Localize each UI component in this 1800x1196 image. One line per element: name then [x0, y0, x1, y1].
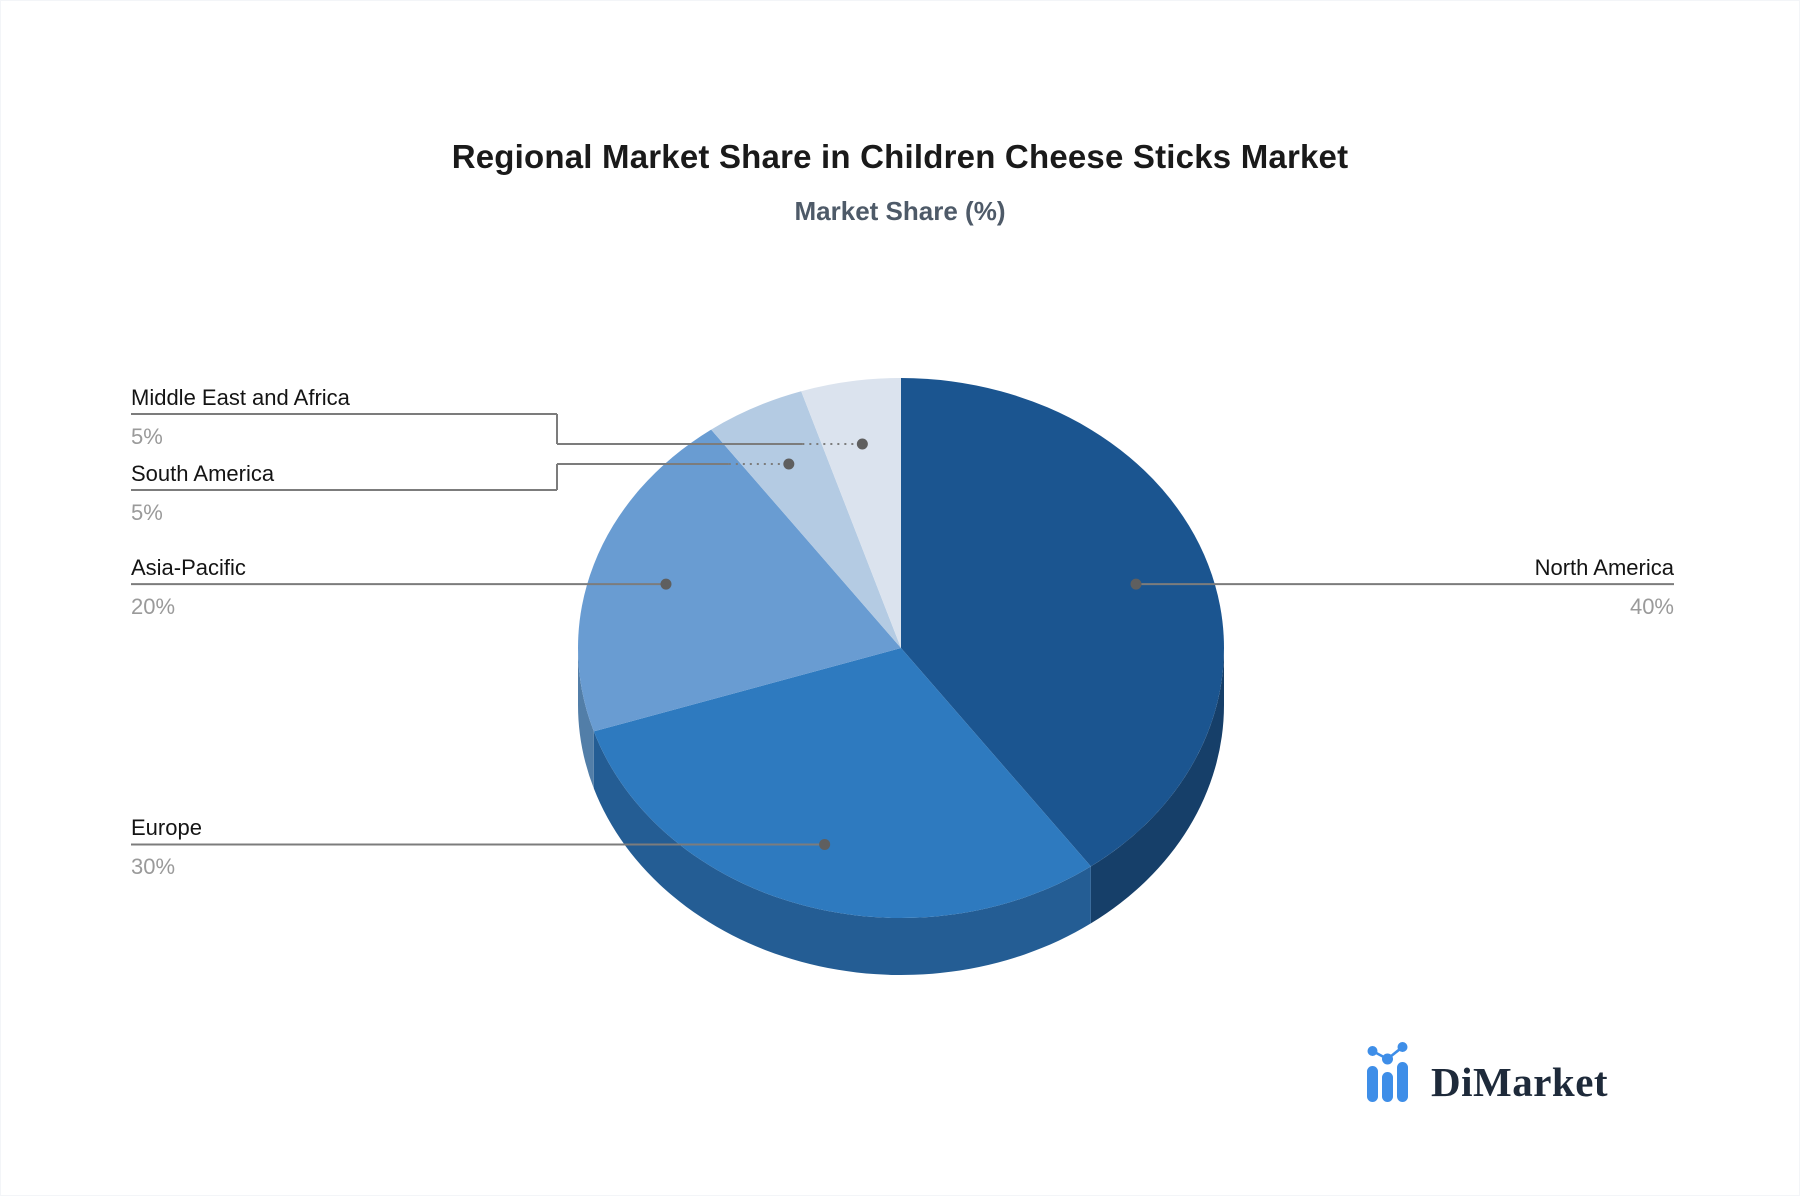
- pie-leader-lines: [131, 413, 1674, 850]
- page-title: Regional Market Share in Children Cheese…: [451, 138, 1349, 175]
- pie-slice-side-north-america: [1090, 648, 1224, 924]
- pie-slices: [578, 378, 1224, 918]
- page-subtitle: Market Share (%): [794, 196, 1006, 226]
- pie-slice-side-asia-pacific: [578, 648, 594, 789]
- bar-chart-logo-icon: [1367, 1042, 1408, 1102]
- pie-label-asia-pacific: Asia-Pacific 20%: [131, 555, 246, 620]
- slice-value: 30%: [131, 854, 176, 880]
- slice-label: Europe: [131, 815, 202, 841]
- slice-value: 40%: [1629, 594, 1674, 620]
- pie-slice-side-europe: [593, 731, 1091, 975]
- slice-label: Asia-Pacific: [131, 555, 246, 581]
- slice-label: Middle East and Africa: [131, 385, 350, 410]
- leader-dot: [1130, 578, 1142, 590]
- pie-3d-sides: [578, 648, 1224, 975]
- slice-value: 5%: [131, 500, 163, 525]
- pie-label-europe: Europe 30%: [131, 815, 202, 880]
- logo-text: DiMarket: [1431, 1059, 1609, 1105]
- pie-slice-south-america[interactable]: [711, 391, 901, 648]
- slice-label: South America: [131, 461, 275, 486]
- leader-dot: [660, 578, 672, 590]
- slice-value: 5%: [131, 424, 163, 449]
- leader-dot: [783, 458, 795, 470]
- pie-label-north-america: North America 40%: [1535, 555, 1674, 620]
- pie-label-south-america: South America 5%: [131, 461, 274, 526]
- pie-slice-europe[interactable]: [593, 648, 1091, 918]
- dimarket-logo: DiMarket: [1367, 1038, 1609, 1105]
- pie-slice-middle-east-and-africa[interactable]: [801, 378, 901, 648]
- slice-label: North America: [1534, 555, 1674, 581]
- slice-value: 20%: [131, 594, 176, 620]
- leader-dot: [819, 838, 831, 850]
- pie-slice-north-america[interactable]: [901, 378, 1224, 867]
- leader-dot: [856, 438, 868, 450]
- pie-label-middle-east-and-africa: Middle East and Africa 5%: [131, 385, 350, 450]
- pie-slice-asia-pacific[interactable]: [578, 429, 901, 732]
